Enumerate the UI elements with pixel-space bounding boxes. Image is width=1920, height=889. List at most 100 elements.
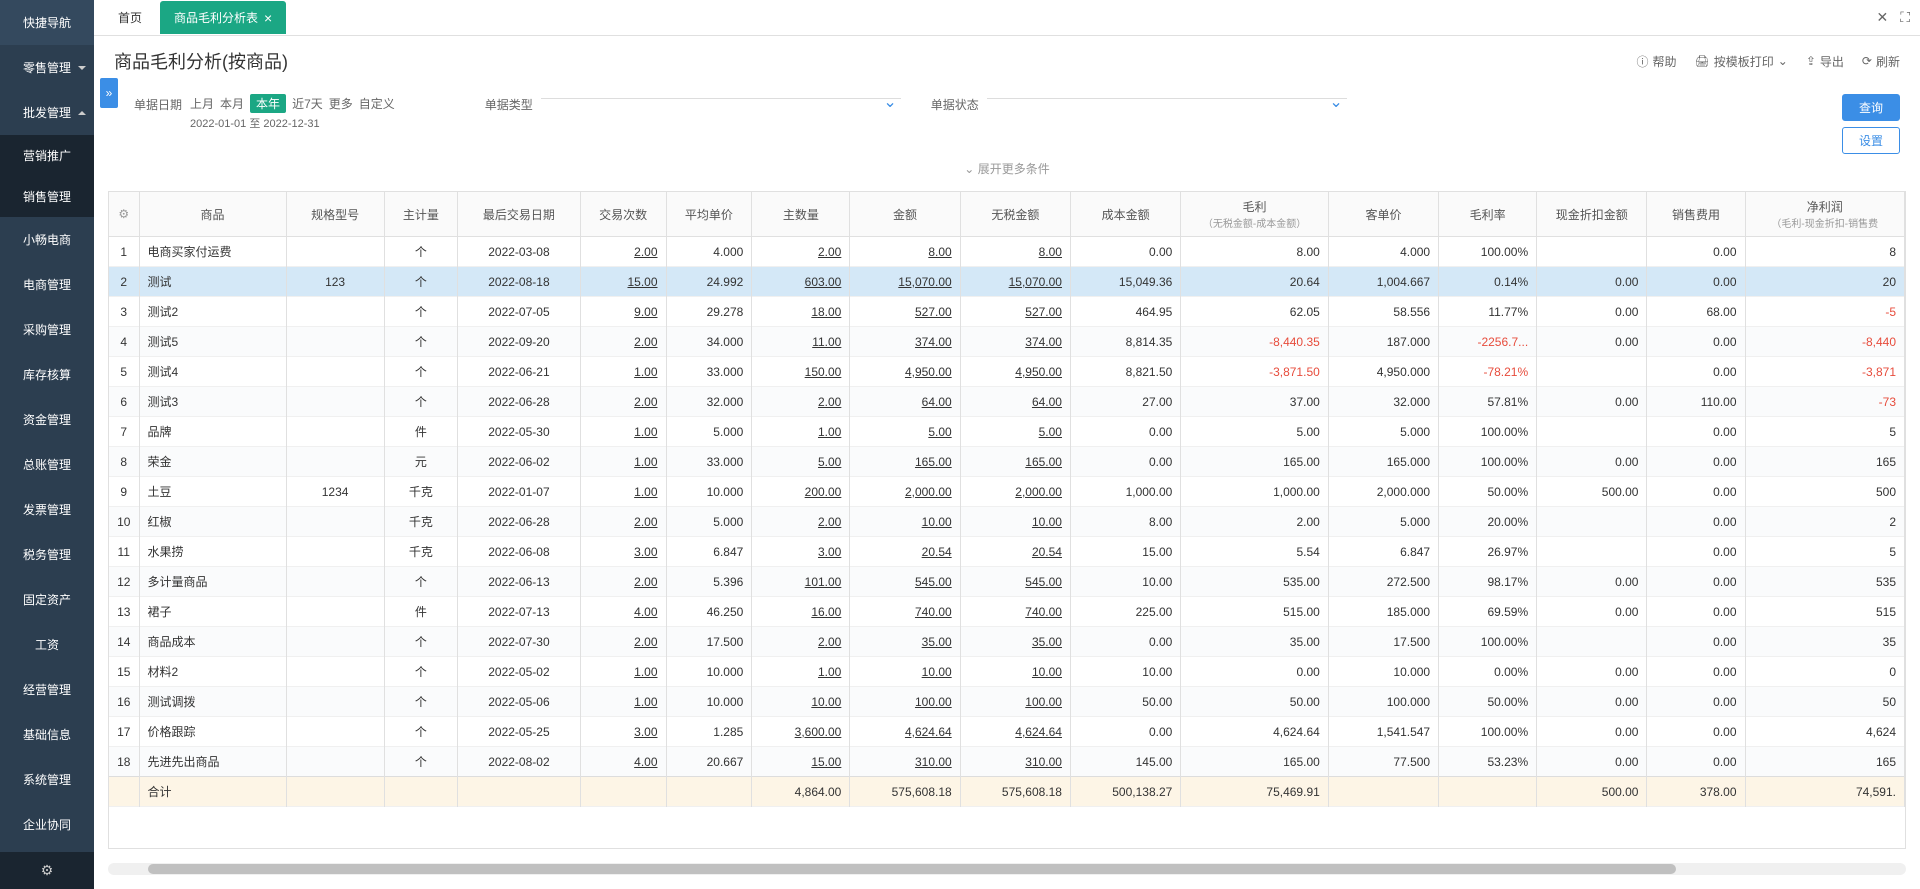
column-header[interactable]: 主计量 [384, 192, 458, 237]
table-cell[interactable]: 1.00 [752, 657, 850, 687]
table-cell[interactable]: 165.00 [850, 447, 960, 477]
sidebar-item[interactable]: 总账管理 [0, 442, 94, 487]
tab-close-all-icon[interactable]: ✕ [1876, 9, 1888, 26]
table-row[interactable]: 11水果捞千克2022-06-083.006.8473.0020.5420.54… [109, 537, 1905, 567]
table-cell[interactable]: 10.00 [960, 507, 1070, 537]
column-header[interactable]: 毛利率 [1439, 192, 1537, 237]
table-cell[interactable]: 1.00 [752, 417, 850, 447]
column-header[interactable]: 销售费用 [1647, 192, 1745, 237]
sidebar-item[interactable]: 快捷导航 [0, 0, 94, 45]
sidebar-item[interactable]: 资金管理 [0, 397, 94, 442]
column-header[interactable]: 客单价 [1328, 192, 1438, 237]
column-header[interactable]: 净利润（毛利-现金折扣-销售费 [1745, 192, 1904, 237]
table-row[interactable]: 5测试4个2022-06-211.0033.000150.004,950.004… [109, 357, 1905, 387]
table-cell[interactable]: 2.00 [752, 387, 850, 417]
table-cell[interactable]: 100.00 [850, 687, 960, 717]
table-cell[interactable]: 200.00 [752, 477, 850, 507]
table-cell[interactable]: 10.00 [850, 657, 960, 687]
table-cell[interactable]: 1.00 [580, 657, 666, 687]
table-cell[interactable]: 3.00 [580, 537, 666, 567]
sidebar-item[interactable]: 发票管理 [0, 487, 94, 532]
collapse-handle[interactable]: » [100, 78, 118, 108]
table-row[interactable]: 16测试调拨个2022-05-061.0010.00010.00100.0010… [109, 687, 1905, 717]
table-cell[interactable]: 1.00 [580, 417, 666, 447]
sidebar-item[interactable]: 系统管理 [0, 757, 94, 802]
table-cell[interactable]: 3.00 [580, 717, 666, 747]
table-row[interactable]: 2测试123个2022-08-1815.0024.992603.0015,070… [109, 267, 1905, 297]
table-cell[interactable]: 740.00 [850, 597, 960, 627]
sidebar-item[interactable]: 基础信息 [0, 712, 94, 757]
table-cell[interactable]: 20.54 [850, 537, 960, 567]
close-icon[interactable]: × [264, 10, 272, 26]
date-quick-link[interactable]: 上月 [190, 95, 214, 112]
table-cell[interactable]: 527.00 [960, 297, 1070, 327]
table-cell[interactable]: 10.00 [960, 657, 1070, 687]
column-header[interactable]: 主数量 [752, 192, 850, 237]
table-row[interactable]: 15材料2个2022-05-021.0010.0001.0010.0010.00… [109, 657, 1905, 687]
column-header[interactable]: 最后交易日期 [458, 192, 581, 237]
table-row[interactable]: 12多计量商品个2022-06-132.005.396101.00545.005… [109, 567, 1905, 597]
table-row[interactable]: 14商品成本个2022-07-302.0017.5002.0035.0035.0… [109, 627, 1905, 657]
table-cell[interactable]: 64.00 [850, 387, 960, 417]
table-cell[interactable]: 11.00 [752, 327, 850, 357]
sidebar-sub-item[interactable]: 营销推广 [0, 135, 94, 176]
sidebar-item[interactable]: 工资 [0, 622, 94, 667]
scrollbar-thumb[interactable] [148, 864, 1676, 874]
sidebar-item[interactable]: 批发管理 [0, 90, 94, 135]
table-cell[interactable]: 15,070.00 [850, 267, 960, 297]
refresh-button[interactable]: ⟳ 刷新 [1862, 53, 1900, 70]
sidebar-item[interactable]: 电商管理 [0, 262, 94, 307]
table-cell[interactable]: 2.00 [580, 507, 666, 537]
table-row[interactable]: 4测试5个2022-09-202.0034.00011.00374.00374.… [109, 327, 1905, 357]
tab-active[interactable]: 商品毛利分析表 × [160, 1, 286, 34]
table-cell[interactable]: 10.00 [752, 687, 850, 717]
table-cell[interactable]: 2.00 [580, 567, 666, 597]
table-wrap[interactable]: ⚙商品规格型号主计量最后交易日期交易次数平均单价主数量金额无税金额成本金额毛利（… [108, 191, 1906, 849]
column-header[interactable]: 规格型号 [286, 192, 384, 237]
sidebar-item[interactable]: 税务管理 [0, 532, 94, 577]
sidebar-sub-item[interactable]: 销售管理 [0, 176, 94, 217]
table-cell[interactable]: 2,000.00 [960, 477, 1070, 507]
export-button[interactable]: ⇪ 导出 [1806, 53, 1844, 70]
table-cell[interactable]: 1.00 [580, 687, 666, 717]
table-cell[interactable]: 15.00 [752, 747, 850, 777]
table-cell[interactable]: 5.00 [850, 417, 960, 447]
table-cell[interactable]: 2.00 [752, 627, 850, 657]
sidebar-item[interactable]: 经营管理 [0, 667, 94, 712]
sidebar-settings[interactable]: ⚙ [0, 852, 94, 889]
table-cell[interactable]: 18.00 [752, 297, 850, 327]
sidebar-item[interactable]: 小畅电商 [0, 217, 94, 262]
column-settings[interactable]: ⚙ [109, 192, 139, 237]
table-cell[interactable]: 8.00 [960, 237, 1070, 267]
table-row[interactable]: 6测试3个2022-06-282.0032.0002.0064.0064.002… [109, 387, 1905, 417]
table-cell[interactable]: 374.00 [960, 327, 1070, 357]
date-quick-link[interactable]: 自定义 [359, 95, 395, 112]
table-cell[interactable]: 4,624.64 [960, 717, 1070, 747]
sidebar-item[interactable]: 采购管理 [0, 307, 94, 352]
table-cell[interactable]: 9.00 [580, 297, 666, 327]
table-cell[interactable]: 100.00 [960, 687, 1070, 717]
table-cell[interactable]: 5.00 [752, 447, 850, 477]
column-header[interactable]: 无税金额 [960, 192, 1070, 237]
table-cell[interactable]: 15.00 [580, 267, 666, 297]
filter-type-select[interactable] [541, 94, 901, 99]
table-row[interactable]: 1电商买家付运费个2022-03-082.004.0002.008.008.00… [109, 237, 1905, 267]
table-cell[interactable]: 15,070.00 [960, 267, 1070, 297]
column-header[interactable]: 金额 [850, 192, 960, 237]
table-cell[interactable]: 545.00 [850, 567, 960, 597]
table-cell[interactable]: 101.00 [752, 567, 850, 597]
table-cell[interactable]: 2.00 [752, 507, 850, 537]
column-header[interactable]: 商品 [139, 192, 286, 237]
sidebar-item[interactable]: 零售管理 [0, 45, 94, 90]
table-row[interactable]: 18先进先出商品个2022-08-024.0020.66715.00310.00… [109, 747, 1905, 777]
column-header[interactable]: 平均单价 [666, 192, 752, 237]
table-row[interactable]: 17价格跟踪个2022-05-253.001.2853,600.004,624.… [109, 717, 1905, 747]
filter-status-select[interactable] [987, 94, 1347, 99]
table-cell[interactable]: 4,950.00 [960, 357, 1070, 387]
table-cell[interactable]: 2.00 [580, 327, 666, 357]
table-cell[interactable]: 2,000.00 [850, 477, 960, 507]
sidebar-item[interactable]: 企业协同 [0, 802, 94, 847]
print-button[interactable]: 🖨 按模板打印 ⌄ [1695, 53, 1788, 70]
table-cell[interactable]: 16.00 [752, 597, 850, 627]
settings-button[interactable]: 设置 [1842, 127, 1900, 154]
